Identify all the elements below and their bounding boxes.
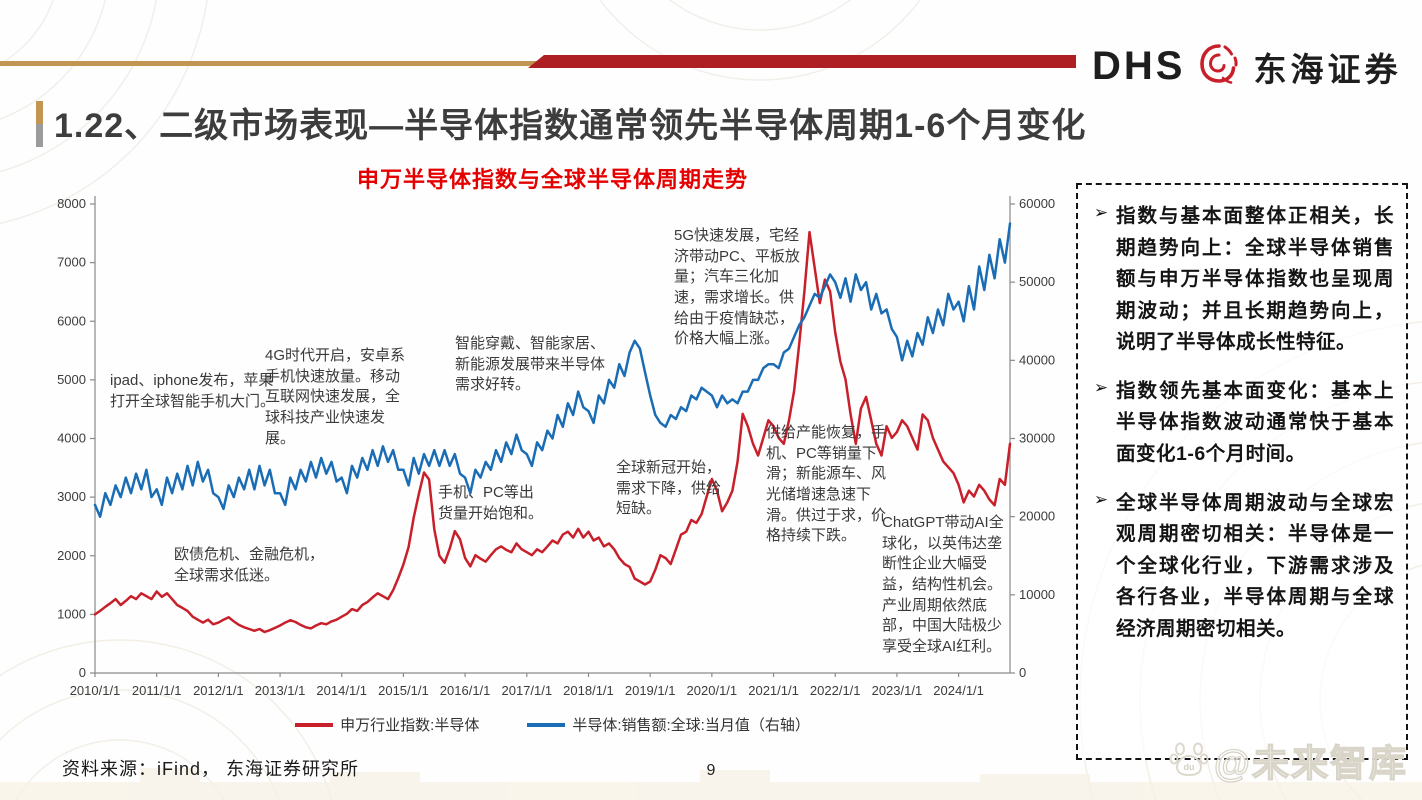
svg-text:50000: 50000 xyxy=(1019,274,1055,289)
svg-text:2020/1/1: 2020/1/1 xyxy=(687,683,738,698)
svg-text:2016/1/1: 2016/1/1 xyxy=(440,683,491,698)
legend-swatch-blue xyxy=(527,722,566,727)
chart-annotation-4g: 4G时代开启，安卓系手机快速放量。移动互联网快速发展，全球科技产业快速发展。 xyxy=(265,347,406,447)
svg-text:8000: 8000 xyxy=(57,196,86,211)
dhs-dragon-icon xyxy=(1195,40,1243,93)
legend-label-index: 申万行业指数:半导体 xyxy=(340,717,480,734)
line-chart: 0 1000 2000 3000 4000 5000 6000 7000 8000 0 10000 2… xyxy=(55,190,1065,705)
page-number: 9 xyxy=(706,762,716,779)
svg-text:30000: 30000 xyxy=(1019,431,1055,446)
legend-swatch-red xyxy=(295,722,334,727)
svg-text:1000: 1000 xyxy=(57,606,86,621)
commentary-list: ➢ 指数与基本面整体正相关，长期趋势向上：全球半导体销售额与申万半导体指数也呈现… xyxy=(1086,201,1394,646)
chart-svg: 0 1000 2000 3000 4000 5000 6000 7000 8000 0 10000 2… xyxy=(57,196,1055,698)
commentary-text: 指数与基本面整体正相关，长期趋势向上：全球半导体销售额与申万半导体指数也呈现周期… xyxy=(1116,205,1394,354)
svg-text:2000: 2000 xyxy=(57,548,86,563)
baidu-paw-icon: du xyxy=(1168,737,1210,784)
svg-text:4000: 4000 xyxy=(57,431,86,446)
svg-text:20000: 20000 xyxy=(1019,509,1055,524)
chart-annotation-saturate: 手机、PC等出货量开始饱和。 xyxy=(438,484,544,522)
title-marker-gray xyxy=(36,124,43,147)
title-marker-gold xyxy=(36,101,43,124)
commentary-item: ➢ 指数领先基本面变化：基本上半导体指数波动通常快于基本面变化1-6个月时间。 xyxy=(1086,376,1394,471)
svg-text:0: 0 xyxy=(79,665,86,680)
svg-text:3000: 3000 xyxy=(57,489,86,504)
chart-annotation-debt: 欧债危机、金融危机，全球需求低迷。 xyxy=(174,546,325,584)
svg-text:40000: 40000 xyxy=(1019,352,1055,367)
svg-text:2019/1/1: 2019/1/1 xyxy=(625,683,676,698)
svg-text:2013/1/1: 2013/1/1 xyxy=(255,683,306,698)
logo-cn-text: 东海证券 xyxy=(1253,49,1402,89)
svg-text:du: du xyxy=(1183,762,1194,772)
commentary-panel: ➢ 指数与基本面整体正相关，长期趋势向上：全球半导体销售额与申万半导体指数也呈现… xyxy=(1076,183,1408,760)
chart-legend: 申万行业指数:半导体 半导体:销售额:全球:当月值（右轴） xyxy=(95,714,1010,735)
svg-text:2018/1/1: 2018/1/1 xyxy=(563,683,614,698)
commentary-item: ➢ 指数与基本面整体正相关，长期趋势向上：全球半导体销售额与申万半导体指数也呈现… xyxy=(1086,201,1394,359)
svg-text:6000: 6000 xyxy=(57,313,86,328)
svg-text:2021/1/1: 2021/1/1 xyxy=(748,683,799,698)
logo-dhs-text: DHS xyxy=(1092,44,1186,88)
legend-item-index: 申万行业指数:半导体 xyxy=(295,714,479,735)
legend-item-sales: 半导体:销售额:全球:当月值（右轴） xyxy=(527,714,810,735)
svg-text:2022/1/1: 2022/1/1 xyxy=(810,683,861,698)
svg-text:7000: 7000 xyxy=(57,255,86,270)
svg-text:2011/1/1: 2011/1/1 xyxy=(132,683,182,698)
bullet-arrow-icon: ➢ xyxy=(1093,203,1109,222)
svg-text:2023/1/1: 2023/1/1 xyxy=(872,683,923,698)
page-title: 1.22、二级市场表现—半导体指数通常领先半导体周期1-6个月变化 xyxy=(54,107,1087,145)
svg-text:0: 0 xyxy=(1019,665,1026,680)
svg-text:5000: 5000 xyxy=(57,372,86,387)
watermark: du @未来智库 xyxy=(1168,733,1408,787)
commentary-text: 指数领先基本面变化：基本上半导体指数波动通常快于基本面变化1-6个月时间。 xyxy=(1116,379,1394,466)
chart-title: 申万半导体指数与全球半导体周期走势 xyxy=(356,167,748,192)
commentary-item: ➢ 全球半导体周期波动与全球宏观周期密切相关：半导体是一个全球化行业，下游需求涉… xyxy=(1086,488,1394,646)
chart-annotation-iot: 智能穿戴、智能家居、新能源发展带来半导体需求好转。 xyxy=(455,335,606,394)
chart-annotation-5g: 5G快速发展，宅经济带动PC、平板放量；汽车三化加速，需求增长。供给由于疫情缺芯… xyxy=(674,227,800,348)
svg-text:2012/1/1: 2012/1/1 xyxy=(193,683,244,698)
chart-annotation-supply: 供给产能恢复，手机、PC等销量下滑；新能源车、风光储增速急速下滑。供过于求，价格… xyxy=(766,424,887,545)
svg-text:60000: 60000 xyxy=(1019,196,1055,211)
svg-text:2010/1/1: 2010/1/1 xyxy=(70,683,121,698)
legend-label-sales: 半导体:销售额:全球:当月值（右轴） xyxy=(572,717,810,734)
header-red-bar xyxy=(528,55,1076,68)
svg-text:10000: 10000 xyxy=(1019,587,1055,602)
watermark-text: @未来智库 xyxy=(1213,742,1408,784)
chart-annotation-chatgpt: ChatGPT带动AI全球化，以英伟达垄断性企业大幅受益，结构性机会。产业周期依… xyxy=(882,514,1004,656)
svg-text:2015/1/1: 2015/1/1 xyxy=(378,683,429,698)
svg-text:2014/1/1: 2014/1/1 xyxy=(316,683,367,698)
chart-annotation-covid: 全球新冠开始，需求下降，供给短缺。 xyxy=(616,459,722,518)
bullet-arrow-icon: ➢ xyxy=(1093,489,1109,509)
bullet-arrow-icon: ➢ xyxy=(1093,377,1109,397)
svg-text:2017/1/1: 2017/1/1 xyxy=(501,683,552,698)
data-source-note: 资料来源：iFind， 东海证券研究所 xyxy=(62,759,360,779)
commentary-text: 全球半导体周期波动与全球宏观周期密切相关：半导体是一个全球化行业，下游需求涉及各… xyxy=(1116,491,1394,640)
company-logo: DHS 东海证券 xyxy=(1092,40,1401,93)
header-gold-line xyxy=(0,61,545,66)
chart-annotation-ipad: ipad、iphone发布，苹果打开全球智能手机大门。 xyxy=(110,372,276,410)
svg-text:2024/1/1: 2024/1/1 xyxy=(933,683,984,698)
